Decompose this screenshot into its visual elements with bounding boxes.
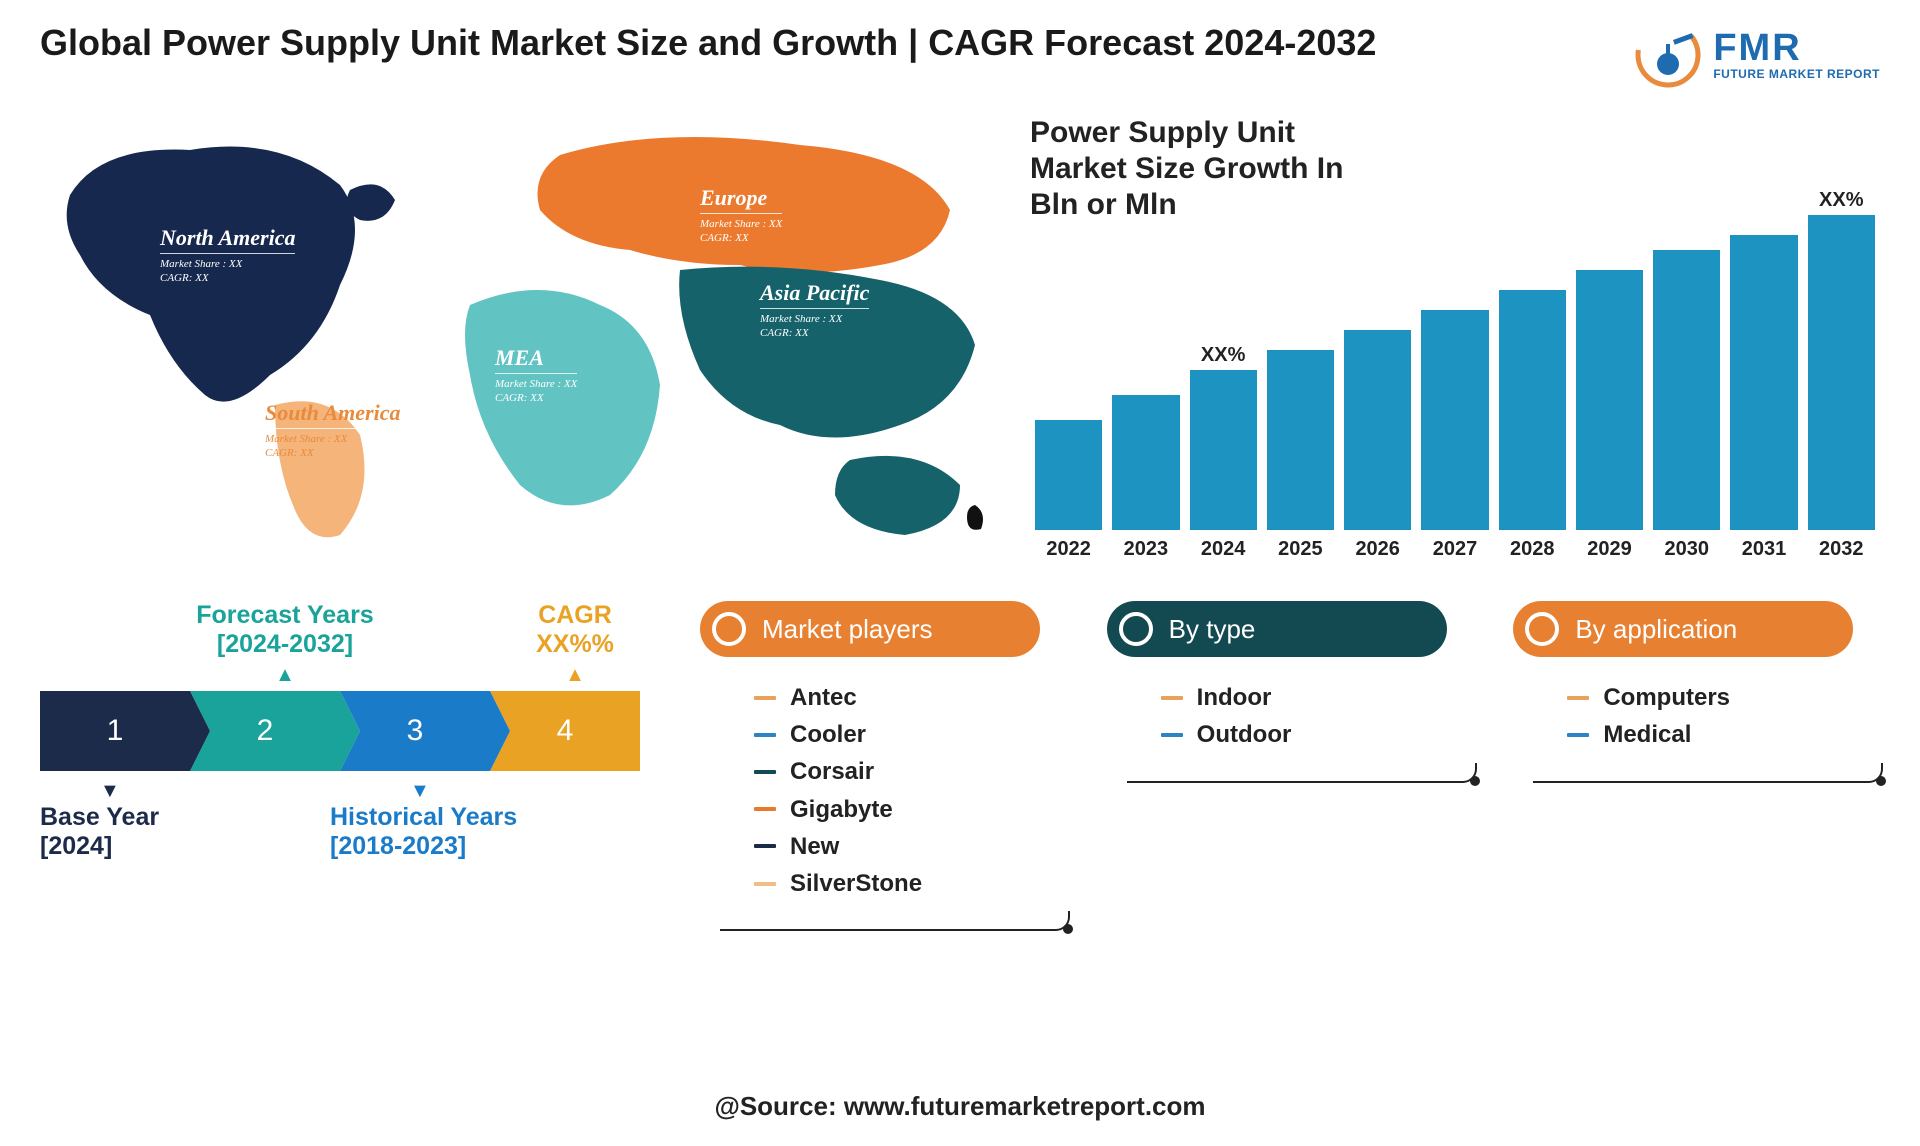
- triangle-down-icon: ▼: [100, 781, 120, 801]
- bracket-icon: [1127, 763, 1477, 783]
- growth-bar-chart: Power Supply Unit Market Size Growth In …: [1030, 115, 1880, 561]
- region-label-asia-pacific: Asia PacificMarket Share : XXCAGR: XX: [760, 280, 869, 341]
- cagr-label: CAGR XX%% ▲: [510, 601, 640, 687]
- list-item: Antec: [754, 679, 1067, 716]
- list-item: Indoor: [1161, 679, 1474, 716]
- by-application-pill: By application: [1513, 601, 1853, 657]
- timeline-segment-4: 4: [490, 691, 640, 771]
- dot-icon: [1525, 612, 1559, 646]
- chart-title: Power Supply Unit Market Size Growth In …: [1030, 115, 1390, 223]
- cagr-text: CAGR: [538, 601, 612, 629]
- tick-icon: [754, 807, 776, 811]
- header: Global Power Supply Unit Market Size and…: [40, 20, 1880, 90]
- bar-annotation: XX%: [1201, 344, 1245, 367]
- tick-icon: [754, 770, 776, 774]
- timeline-segment-2: 2: [190, 691, 340, 771]
- tick-icon: [1161, 733, 1183, 737]
- cagr-value: XX%%: [536, 630, 614, 658]
- region-label-south-america: South AmericaMarket Share : XXCAGR: XX: [265, 400, 401, 461]
- tick-icon: [1161, 696, 1183, 700]
- world-map: North AmericaMarket Share : XXCAGR: XX So…: [40, 115, 1000, 545]
- tick-icon: [754, 882, 776, 886]
- list-item: Computers: [1567, 679, 1880, 716]
- list-item: Medical: [1567, 716, 1880, 753]
- by-type-pill: By type: [1107, 601, 1447, 657]
- region-label-europe: EuropeMarket Share : XXCAGR: XX: [700, 185, 782, 246]
- logo-icon: [1633, 20, 1703, 90]
- bar-2026: 2026: [1344, 330, 1411, 561]
- timeline-segment-1: 1: [40, 691, 190, 771]
- triangle-down-icon: ▼: [410, 781, 430, 801]
- base-year-label: Base Year [2024]: [40, 803, 200, 861]
- bars-container: 202220232024XX%2025202620272028202920302…: [1030, 231, 1880, 561]
- bar-2032: 2032XX%: [1808, 215, 1875, 561]
- pill-label: By application: [1575, 614, 1737, 645]
- region-label-mea: MEAMarket Share : XXCAGR: XX: [495, 345, 577, 406]
- bar-2028: 2028: [1499, 290, 1566, 561]
- bar-2027: 2027: [1421, 310, 1488, 561]
- list-item: Outdoor: [1161, 716, 1474, 753]
- dot-icon: [712, 612, 746, 646]
- bar-2025: 2025: [1267, 350, 1334, 561]
- triangle-down-icon: ▲: [275, 664, 295, 686]
- list-item: SilverStone: [754, 865, 1067, 902]
- type-list: IndoorOutdoor: [1161, 679, 1474, 753]
- bar-2024: 2024XX%: [1190, 370, 1257, 561]
- bracket-icon: [1533, 763, 1883, 783]
- historical-label: Historical Years [2018-2023]: [330, 803, 550, 861]
- bar-2022: 2022: [1035, 420, 1102, 561]
- forecast-range: [2024-2032]: [217, 630, 353, 658]
- forecast-text: Forecast Years: [196, 601, 373, 629]
- bar-2030: 2030: [1653, 250, 1720, 561]
- tick-icon: [754, 733, 776, 737]
- list-item: New: [754, 828, 1067, 865]
- pill-label: Market players: [762, 614, 933, 645]
- source-citation: @Source: www.futuremarketreport.com: [0, 1091, 1920, 1122]
- market-players-column: Market players AntecCoolerCorsairGigabyt…: [700, 601, 1067, 902]
- bar-2023: 2023: [1112, 395, 1179, 561]
- logo-text: FMR: [1713, 29, 1880, 67]
- bracket-icon: [720, 911, 1070, 931]
- triangle-down-icon: ▲: [565, 664, 585, 686]
- tick-icon: [754, 696, 776, 700]
- list-item: Gigabyte: [754, 791, 1067, 828]
- bar-2029: 2029: [1576, 270, 1643, 561]
- bar-annotation: XX%: [1819, 189, 1863, 212]
- timeline-bar: 1234: [40, 691, 640, 771]
- tick-icon: [1567, 696, 1589, 700]
- application-list: ComputersMedical: [1567, 679, 1880, 753]
- tick-icon: [1567, 733, 1589, 737]
- tick-icon: [754, 844, 776, 848]
- by-application-column: By application ComputersMedical: [1513, 601, 1880, 753]
- region-label-north-america: North AmericaMarket Share : XXCAGR: XX: [160, 225, 295, 286]
- dot-icon: [1119, 612, 1153, 646]
- list-item: Cooler: [754, 716, 1067, 753]
- logo-subtext: FUTURE MARKET REPORT: [1713, 67, 1880, 81]
- list-item: Corsair: [754, 753, 1067, 790]
- page-title: Global Power Supply Unit Market Size and…: [40, 20, 1376, 65]
- forecast-label: Forecast Years [2024-2032] ▲: [185, 601, 385, 687]
- pill-label: By type: [1169, 614, 1256, 645]
- timeline-segment-3: 3: [340, 691, 490, 771]
- by-type-column: By type IndoorOutdoor: [1107, 601, 1474, 753]
- logo: FMR FUTURE MARKET REPORT: [1633, 20, 1880, 90]
- bar-2031: 2031: [1730, 235, 1797, 561]
- market-players-pill: Market players: [700, 601, 1040, 657]
- timeline: Forecast Years [2024-2032] ▲ CAGR XX%% ▲…: [40, 601, 660, 891]
- players-list: AntecCoolerCorsairGigabyteNewSilverStone: [754, 679, 1067, 902]
